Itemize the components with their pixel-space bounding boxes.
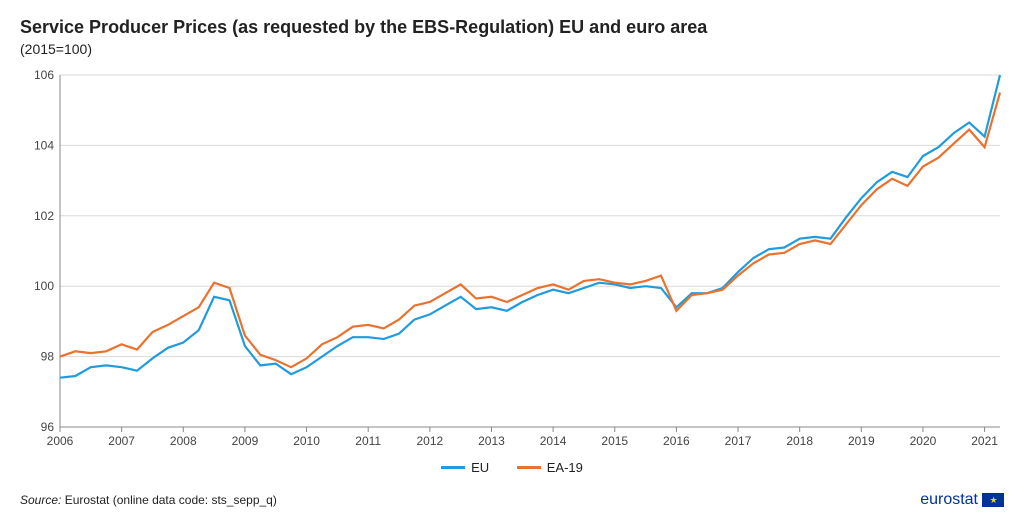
eurostat-logo-text: eurostat: [920, 491, 978, 509]
x-tick-label: 2013: [478, 434, 505, 448]
chart-legend: EU EA-19: [20, 457, 1004, 475]
x-tick-label: 2014: [540, 434, 567, 448]
legend-swatch-eu: [441, 466, 465, 469]
legend-label-ea19: EA-19: [547, 460, 583, 475]
x-tick-label: 2010: [293, 434, 320, 448]
legend-item-ea19: EA-19: [517, 460, 583, 475]
source-prefix: Source:: [20, 493, 61, 507]
x-tick-label: 2021: [971, 434, 998, 448]
legend-swatch-ea19: [517, 466, 541, 469]
chart-subtitle: (2015=100): [20, 41, 1004, 57]
x-tick-label: 2007: [108, 434, 135, 448]
figure-footer: Source: Eurostat (online data code: sts_…: [20, 491, 1004, 509]
chart-area: 96 98 100 102 104 106 2006 2007 2008 2009 2010 2011…: [20, 65, 1010, 455]
x-tick-label: 2015: [601, 434, 628, 448]
source-text: Eurostat (online data code: sts_sepp_q): [65, 493, 277, 507]
figure-container: Service Producer Prices (as requested by…: [0, 0, 1024, 517]
x-tick-label: 2011: [355, 434, 381, 448]
x-tick-label: 2006: [47, 434, 74, 448]
legend-item-eu: EU: [441, 460, 489, 475]
eurostat-logo: eurostat ★: [920, 491, 1004, 509]
x-tick-label: 2009: [232, 434, 259, 448]
line-chart-svg: 96 98 100 102 104 106 2006 2007 2008 2009 2010 2011…: [20, 65, 1010, 455]
x-tick-label: 2017: [725, 434, 752, 448]
y-tick-label: 98: [41, 349, 55, 363]
legend-label-eu: EU: [471, 460, 489, 475]
y-tick-label: 104: [34, 138, 54, 152]
x-tick-label: 2012: [416, 434, 443, 448]
x-tick-label: 2019: [848, 434, 875, 448]
x-tick-label: 2008: [170, 434, 197, 448]
y-tick-label: 96: [41, 420, 55, 434]
series-line-eu: [60, 75, 1000, 378]
source-line: Source: Eurostat (online data code: sts_…: [20, 493, 277, 507]
eu-flag-icon: ★: [982, 493, 1004, 507]
y-tick-label: 102: [34, 208, 54, 222]
x-tick-label: 2018: [786, 434, 813, 448]
y-tick-label: 100: [34, 279, 54, 293]
x-tick-label: 2016: [663, 434, 690, 448]
chart-title: Service Producer Prices (as requested by…: [20, 16, 1004, 39]
y-tick-label: 106: [34, 68, 54, 82]
x-tick-label: 2020: [910, 434, 937, 448]
